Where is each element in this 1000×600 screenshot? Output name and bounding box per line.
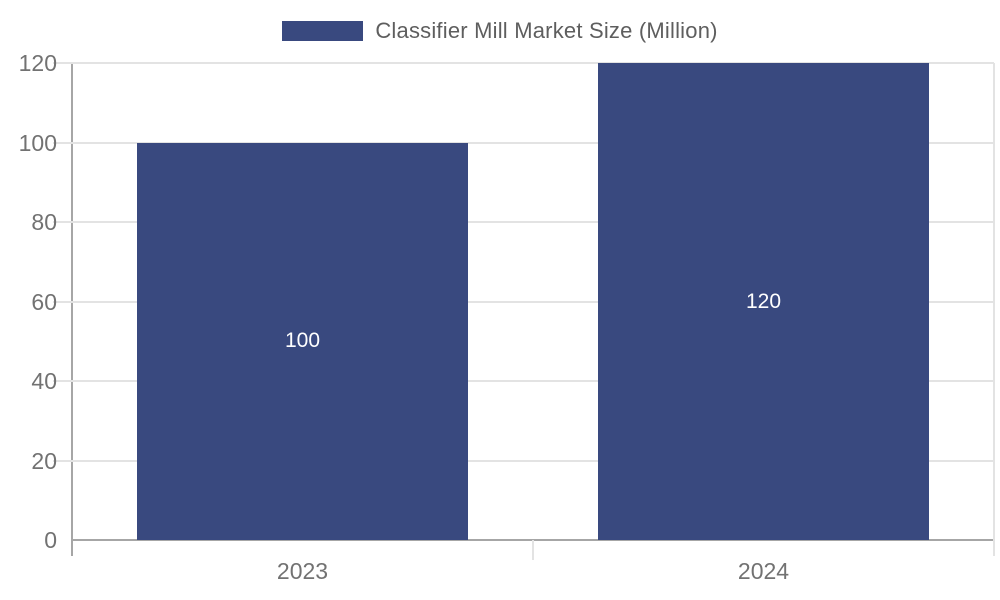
bar-value-label-2024: 120: [745, 289, 782, 313]
plot-area: 100 120: [53, 62, 994, 540]
y-axis-line: [71, 63, 73, 556]
bar-2024: 120: [598, 63, 929, 540]
y-tick-label-100: 100: [18, 129, 57, 156]
gridline-y-60: [53, 300, 994, 303]
chart-legend: Classifier Mill Market Size (Million): [0, 18, 1000, 44]
gridline-y-120: [53, 62, 994, 64]
gridline-y-100: [53, 141, 994, 144]
bar-value-label-2023: 100: [284, 329, 321, 353]
x-tick-label-2024: 2024: [737, 558, 790, 584]
y-tick-label-120: 120: [18, 50, 57, 76]
y-tick-label-20: 20: [31, 447, 57, 474]
y-tick-label-40: 40: [31, 368, 57, 394]
gridline-y-80: [53, 221, 994, 223]
y-tick-label-0: 0: [44, 527, 57, 553]
gridline-y-20: [53, 459, 994, 462]
x-axis-category-tick: [532, 540, 534, 560]
x-tick-label-2023: 2023: [276, 558, 329, 584]
legend-series-label: Classifier Mill Market Size (Million): [375, 18, 718, 43]
bar-2023: 100: [137, 142, 468, 540]
gridline-y-40: [53, 380, 994, 382]
y-tick-label-60: 60: [31, 288, 57, 315]
plot-right-border: [993, 63, 995, 556]
legend-swatch-icon: [282, 21, 364, 41]
y-tick-label-80: 80: [31, 209, 57, 235]
